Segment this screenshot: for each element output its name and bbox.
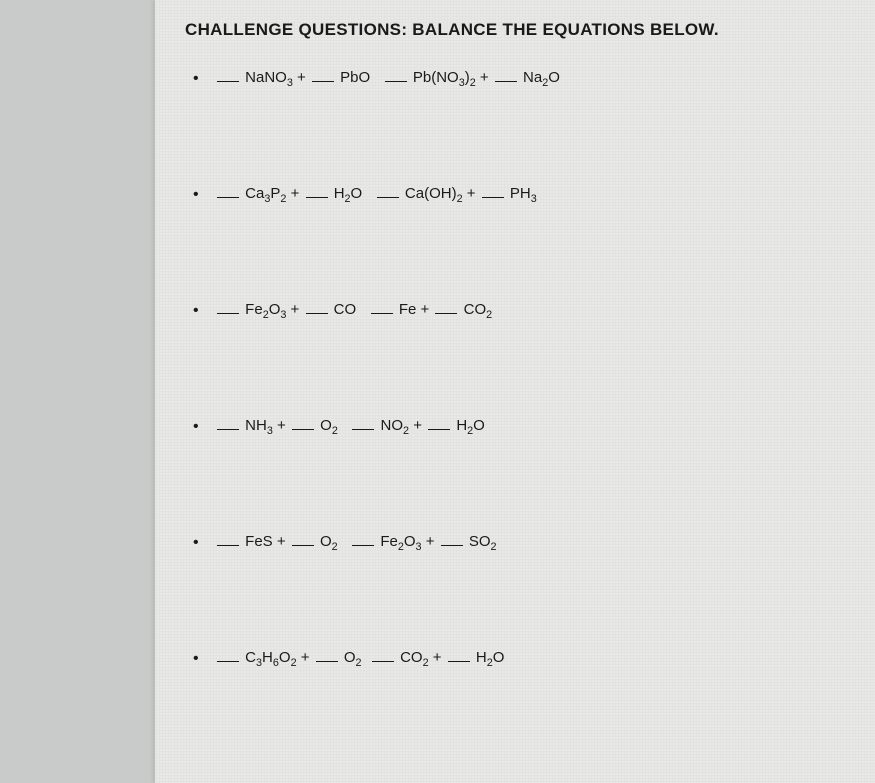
- formula-text: PbO: [340, 69, 370, 86]
- coefficient-blank[interactable]: [292, 532, 314, 546]
- page-title: CHALLENGE QUESTIONS: BALANCE THE EQUATIO…: [185, 20, 845, 40]
- operator: +: [463, 185, 480, 202]
- subscript: 2: [332, 425, 338, 437]
- formula-text: Fe: [380, 533, 398, 550]
- formula-text: O: [320, 533, 332, 550]
- operator: +: [297, 649, 314, 666]
- equation-item: Fe2O3 + CO Fe + CO2: [185, 300, 845, 321]
- equation-item: NaNO3 + PbO Pb(NO3)2 + Na2O: [185, 68, 845, 89]
- formula-text: FeS +: [245, 533, 290, 550]
- operator: +: [429, 649, 446, 666]
- coefficient-blank[interactable]: [371, 300, 393, 314]
- coefficient-blank[interactable]: [306, 300, 328, 314]
- coefficient-blank[interactable]: [428, 416, 450, 430]
- equation-6: C3H6O2 + O2 CO2 + H2O: [215, 649, 504, 666]
- equation-item: NH3 + O2 NO2 + H2O: [185, 416, 845, 437]
- coefficient-blank[interactable]: [217, 300, 239, 314]
- equation-5: FeS + O2 Fe2O3 + SO2: [215, 533, 497, 550]
- coefficient-blank[interactable]: [495, 68, 517, 82]
- formula-text: O: [320, 417, 332, 434]
- coefficient-blank[interactable]: [441, 532, 463, 546]
- formula-text: O: [269, 301, 281, 318]
- equation-3: Fe2O3 + CO Fe + CO2: [215, 301, 492, 318]
- coefficient-blank[interactable]: [217, 416, 239, 430]
- coefficient-blank[interactable]: [385, 68, 407, 82]
- coefficient-blank[interactable]: [352, 532, 374, 546]
- formula-text: SO: [469, 533, 491, 550]
- equation-item: C3H6O2 + O2 CO2 + H2O: [185, 648, 845, 669]
- coefficient-blank[interactable]: [352, 416, 374, 430]
- operator: +: [476, 69, 493, 86]
- formula-text: Na: [523, 69, 542, 86]
- formula-text: C: [245, 649, 256, 666]
- subscript: 2: [356, 657, 362, 669]
- coefficient-blank[interactable]: [217, 532, 239, 546]
- subscript: 2: [332, 541, 338, 553]
- formula-text: NaNO: [245, 69, 287, 86]
- coefficient-blank[interactable]: [217, 184, 239, 198]
- operator: +: [286, 301, 303, 318]
- operator: +: [273, 417, 290, 434]
- operator: +: [409, 417, 426, 434]
- formula-text: O: [493, 649, 505, 666]
- formula-text: CO: [400, 649, 423, 666]
- formula-text: Ca: [245, 185, 264, 202]
- operator: +: [422, 533, 439, 550]
- formula-text: Ca(OH): [405, 185, 457, 202]
- formula-text: CO: [334, 301, 357, 318]
- subscript: 2: [491, 541, 497, 553]
- subscript: 3: [531, 193, 537, 205]
- formula-text: O: [344, 649, 356, 666]
- formula-text: H: [476, 649, 487, 666]
- operator: +: [293, 69, 310, 86]
- equation-2: Ca3P2 + H2O Ca(OH)2 + PH3: [215, 185, 537, 202]
- equation-item: Ca3P2 + H2O Ca(OH)2 + PH3: [185, 184, 845, 205]
- formula-text: Fe +: [399, 301, 434, 318]
- coefficient-blank[interactable]: [217, 648, 239, 662]
- formula-text: P: [270, 185, 280, 202]
- equation-item: FeS + O2 Fe2O3 + SO2: [185, 532, 845, 553]
- coefficient-blank[interactable]: [217, 68, 239, 82]
- formula-text: O: [351, 185, 363, 202]
- coefficient-blank[interactable]: [482, 184, 504, 198]
- formula-text: NO: [381, 417, 404, 434]
- coefficient-blank[interactable]: [448, 648, 470, 662]
- formula-text: H: [262, 649, 273, 666]
- coefficient-blank[interactable]: [377, 184, 399, 198]
- formula-text: NH: [245, 417, 267, 434]
- formula-text: Fe: [245, 301, 263, 318]
- coefficient-blank[interactable]: [306, 184, 328, 198]
- operator: +: [286, 185, 303, 202]
- subscript: 2: [486, 309, 492, 321]
- formula-text: O: [548, 69, 560, 86]
- coefficient-blank[interactable]: [316, 648, 338, 662]
- coefficient-blank[interactable]: [312, 68, 334, 82]
- formula-text: H: [456, 417, 467, 434]
- formula-text: CO: [464, 301, 487, 318]
- coefficient-blank[interactable]: [435, 300, 457, 314]
- formula-text: O: [279, 649, 291, 666]
- worksheet-page: CHALLENGE QUESTIONS: BALANCE THE EQUATIO…: [155, 0, 875, 783]
- equation-1: NaNO3 + PbO Pb(NO3)2 + Na2O: [215, 69, 560, 86]
- formula-text: H: [334, 185, 345, 202]
- coefficient-blank[interactable]: [292, 416, 314, 430]
- formula-text: O: [473, 417, 485, 434]
- formula-text: Pb(NO: [413, 69, 459, 86]
- equation-list: NaNO3 + PbO Pb(NO3)2 + Na2O Ca3P2 + H2O …: [185, 68, 845, 669]
- formula-text: O: [404, 533, 416, 550]
- coefficient-blank[interactable]: [372, 648, 394, 662]
- equation-4: NH3 + O2 NO2 + H2O: [215, 417, 485, 434]
- formula-text: PH: [510, 185, 531, 202]
